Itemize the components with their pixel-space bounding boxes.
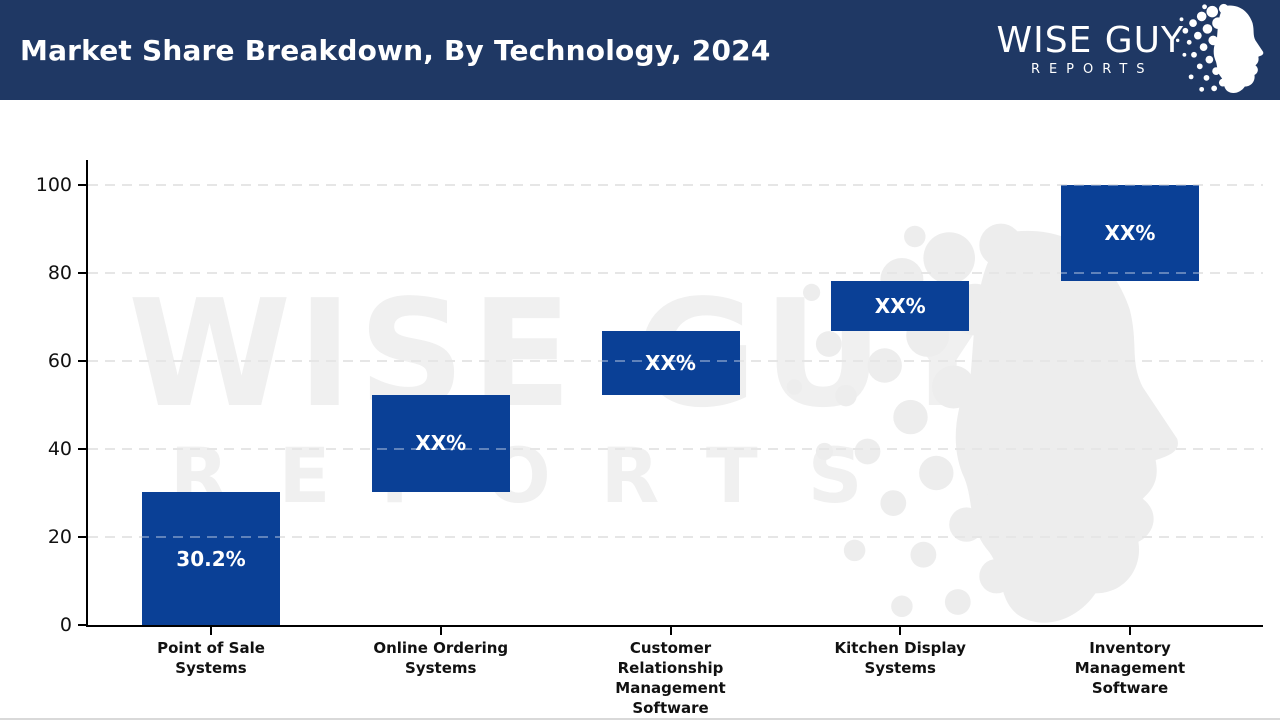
x-tick-3 <box>669 627 672 635</box>
y-tick-label-40: 40 <box>47 438 72 460</box>
gridline-20 <box>88 536 1263 538</box>
category-label-5: Inventory Management Software <box>1074 639 1186 697</box>
y-tick-label-0: 0 <box>59 614 72 636</box>
y-axis-spine <box>86 160 88 627</box>
bar-1: 30.2% <box>142 492 280 625</box>
gridline-overlay-80 <box>88 272 1263 274</box>
gridline-overlay-100 <box>88 184 1263 186</box>
y-tick-label-60: 60 <box>47 350 72 372</box>
bar-value-label: XX% <box>1104 220 1156 245</box>
wiseguy-logo: WISE GUY REPORTS <box>997 2 1267 98</box>
y-tick-20 <box>78 536 86 538</box>
bar-2: XX% <box>371 394 510 493</box>
category-label-3: Customer Relationship Management Softwar… <box>615 639 726 717</box>
x-axis-spine <box>86 625 1263 627</box>
y-tick-0 <box>78 624 86 626</box>
gridline-100 <box>88 184 1263 186</box>
chart-title: Market Share Breakdown, By Technology, 2… <box>20 33 771 67</box>
bar-value-label: 30.2% <box>176 546 246 571</box>
x-tick-1 <box>210 627 212 635</box>
x-tick-2 <box>439 627 442 635</box>
y-tick-60 <box>78 360 86 362</box>
category-label-4: Kitchen Display Systems <box>834 639 966 677</box>
y-tick-80 <box>78 272 86 274</box>
gridline-overlay-20 <box>88 536 1263 538</box>
y-tick-label-80: 80 <box>47 262 72 284</box>
gridline-80 <box>88 272 1263 274</box>
bar-3: XX% <box>601 331 740 395</box>
logo-text: WISE GUY REPORTS <box>996 20 1185 78</box>
y-tick-100 <box>78 184 86 186</box>
gridline-overlay-40 <box>88 448 1263 450</box>
bar-value-label: XX% <box>415 431 467 456</box>
category-label-1: Point of Sale Systems <box>157 639 265 677</box>
gridline-overlay-60 <box>88 360 1263 362</box>
logo-subtitle: REPORTS <box>1030 62 1154 77</box>
logo-wordmark: WISE GUY <box>996 20 1184 61</box>
bar-5: XX% <box>1061 185 1199 281</box>
dotface-logo-icon <box>1175 3 1264 94</box>
x-tick-5 <box>1129 627 1131 635</box>
y-tick-label-100: 100 <box>35 174 72 196</box>
y-tick-40 <box>78 448 86 450</box>
x-tick-4 <box>899 627 902 635</box>
header: Market Share Breakdown, By Technology, 2… <box>0 0 1280 100</box>
bar-4: XX% <box>831 280 970 332</box>
category-label-2: Online Ordering Systems <box>373 639 509 677</box>
gridline-40 <box>88 448 1263 450</box>
y-tick-label-20: 20 <box>47 526 72 548</box>
bar-value-label: XX% <box>874 293 926 318</box>
watermark-subtitle: REPORTS <box>170 431 913 520</box>
bar-value-label: XX% <box>645 350 696 375</box>
